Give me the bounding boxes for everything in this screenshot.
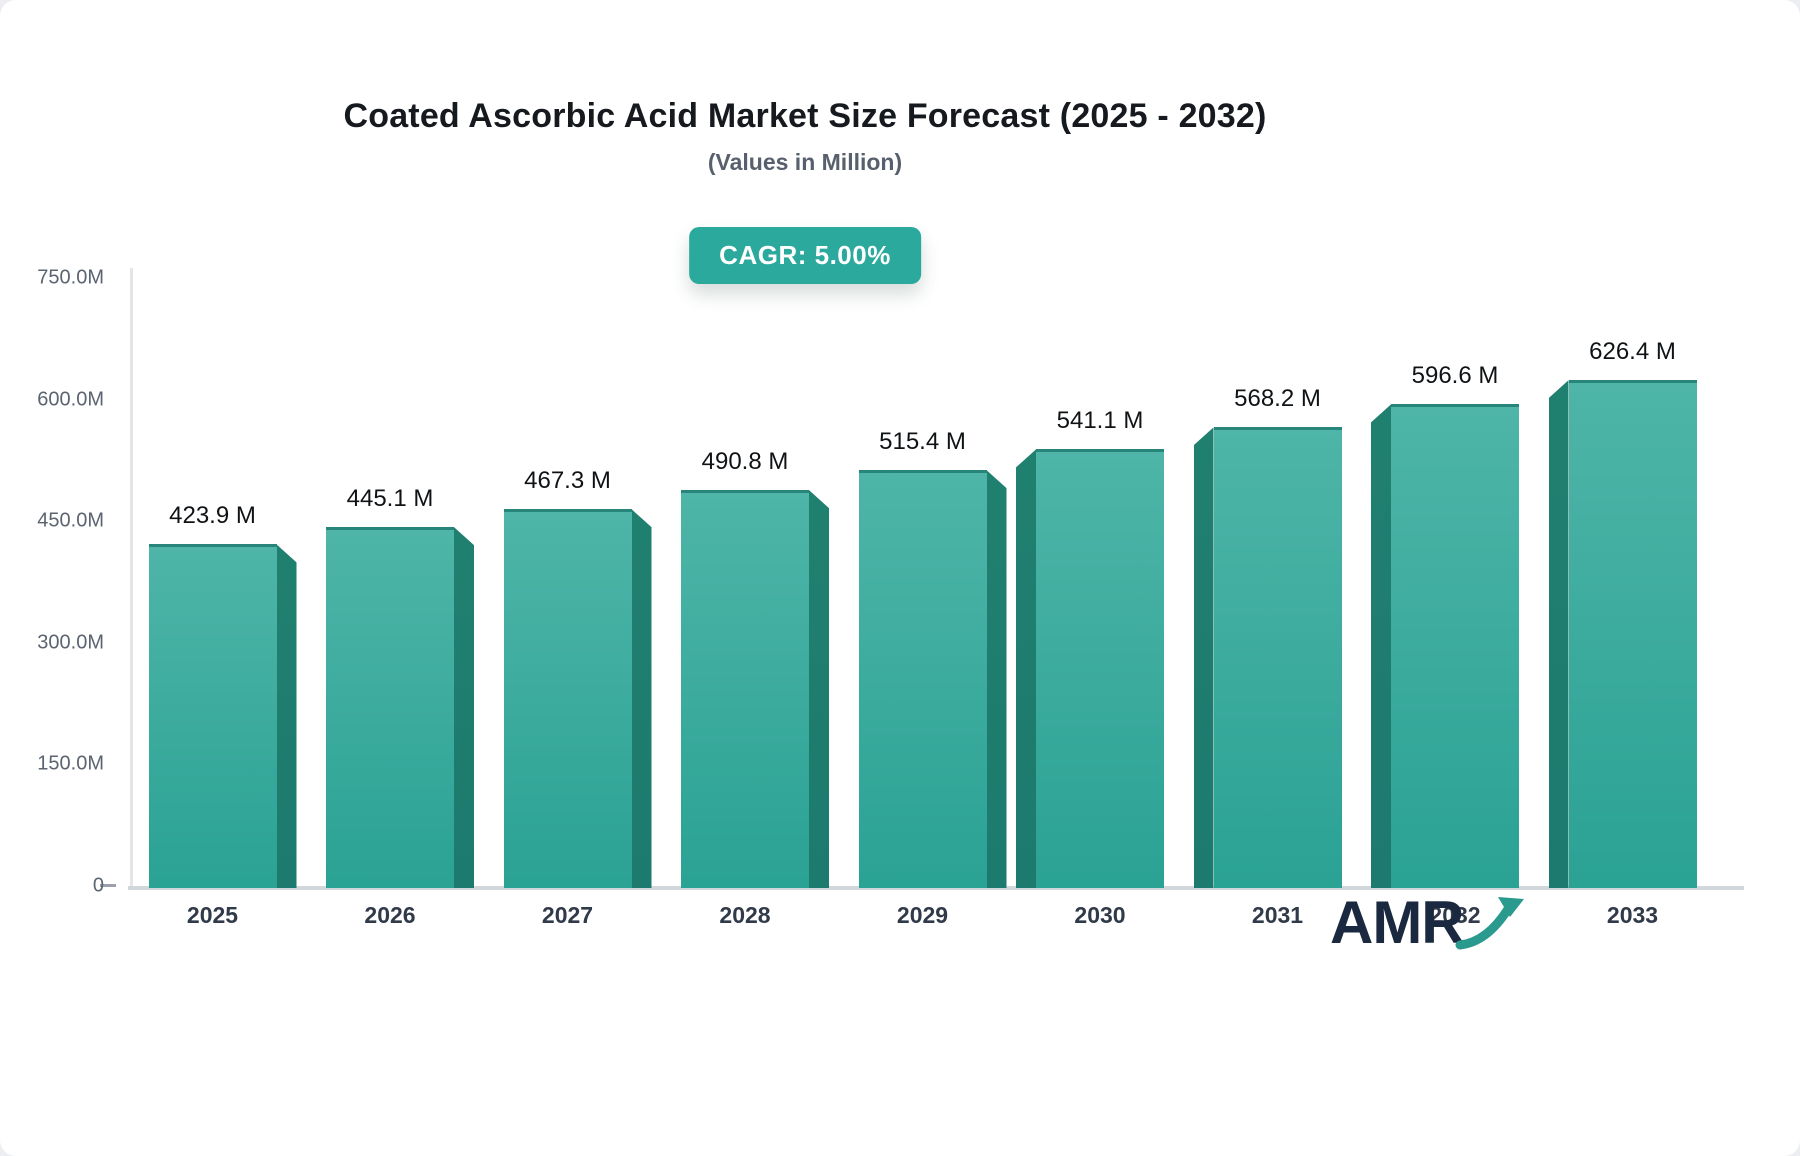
bar-2031: 568.2 M (1193, 385, 1342, 888)
bar-value-label: 626.4 M (1589, 338, 1676, 366)
bar-side-face (809, 490, 829, 888)
bar-2026: 445.1 M (326, 485, 474, 888)
x-axis-label-2032: 2032 (1429, 902, 1481, 928)
y-axis-tick-label: 750.0M (37, 266, 104, 289)
bar-2033: 626.4 M (1548, 338, 1697, 888)
y-axis-tick-label: 450.0M (37, 509, 104, 532)
brand-logo-text: AMR (1330, 889, 1465, 956)
y-axis-tick-label: 300.0M (37, 631, 104, 654)
bar-value-label: 490.8 M (701, 448, 789, 476)
bar-side-face (1371, 404, 1391, 888)
bar-side-face (631, 509, 652, 888)
bar-value-label: 445.1 M (346, 485, 434, 513)
bar-front-face (1568, 380, 1697, 888)
y-axis-tick-label: 600.0M (37, 388, 104, 411)
x-axis-label-2027: 2027 (541, 902, 594, 928)
bar-side-face (1193, 427, 1214, 888)
y-axis-tick-label: 150.0M (37, 752, 104, 775)
y-axis-line (130, 268, 133, 888)
bar-front-face (148, 544, 277, 888)
bar-2025: 423.9 M (148, 502, 297, 888)
bar-2027: 467.3 M (503, 467, 652, 888)
bar-2032: 596.6 M (1371, 362, 1519, 888)
x-axis-line (128, 886, 1744, 890)
bar-front-face (681, 490, 809, 888)
chart-subtitle: (Values in Million) (707, 149, 903, 175)
bar-side-face (276, 544, 297, 888)
x-axis-label-2028: 2028 (719, 902, 771, 928)
bar-2028: 490.8 M (681, 448, 829, 888)
x-axis-label-2031: 2031 (1251, 902, 1304, 928)
bar-value-label: 467.3 M (524, 467, 611, 495)
bar-side-face (986, 470, 1007, 888)
x-axis-label-2030: 2030 (1074, 902, 1126, 928)
bar-side-face (1548, 380, 1569, 888)
y-axis-tick-label: 0 (92, 874, 104, 897)
bar-value-label: 541.1 M (1056, 407, 1144, 435)
bar-value-label: 515.4 M (879, 428, 966, 456)
bar-front-face (1036, 449, 1164, 888)
bar-side-face (454, 527, 474, 888)
bar-front-face (1391, 404, 1519, 888)
bar-front-face (1213, 427, 1342, 888)
x-axis-label-2025: 2025 (186, 902, 239, 928)
zero-tick-mark (100, 884, 116, 887)
bar-front-face (503, 509, 632, 888)
bar-front-face (326, 527, 454, 888)
cagr-badge: CAGR: 5.00% (689, 227, 921, 284)
bar-side-face (1016, 449, 1036, 888)
bar-front-face (858, 470, 987, 888)
bar-value-label: 423.9 M (169, 502, 256, 530)
bar-2030: 541.1 M (1016, 407, 1164, 888)
x-axis-label-2033: 2033 (1606, 902, 1659, 928)
x-axis-label-2026: 2026 (364, 902, 416, 928)
bar-2029: 515.4 M (858, 428, 1007, 888)
x-axis-label-2029: 2029 (896, 902, 949, 928)
bar-value-label: 596.6 M (1411, 362, 1499, 390)
trend-up-arrow-icon (1455, 897, 1524, 950)
bar-value-label: 568.2 M (1234, 385, 1321, 413)
brand-logo: AMR (1330, 893, 1526, 953)
chart-title: Coated Ascorbic Acid Market Size Forecas… (343, 97, 1267, 135)
